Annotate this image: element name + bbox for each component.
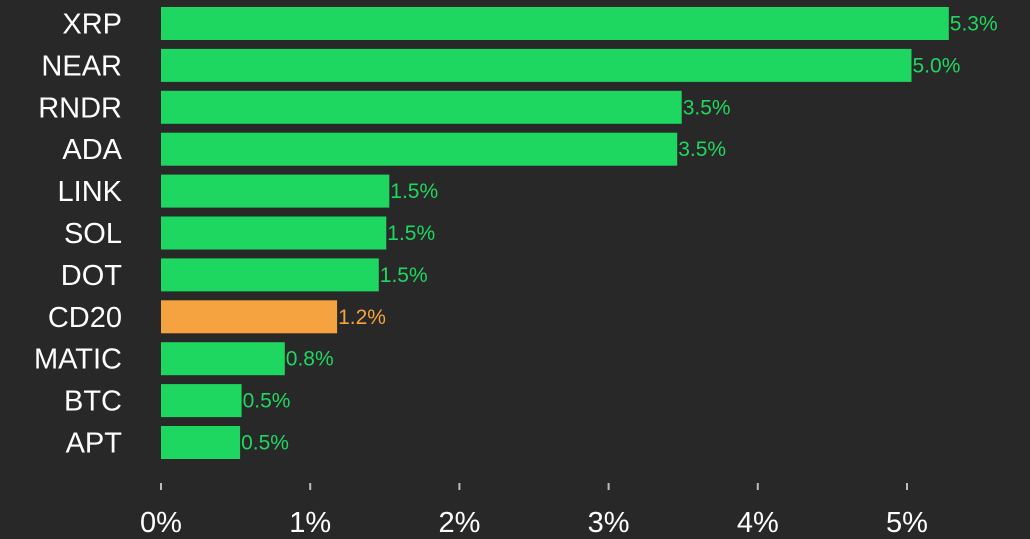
value-label: 0.8% (286, 348, 334, 371)
value-label: 5.3% (950, 13, 998, 36)
x-tick-label: 5% (886, 507, 928, 539)
x-tick-label: 3% (588, 507, 630, 539)
category-label: BTC (64, 386, 122, 418)
value-label: 0.5% (243, 390, 291, 413)
bar (161, 258, 379, 292)
x-tick-label: 4% (737, 507, 779, 539)
value-label: 1.5% (390, 180, 438, 203)
bar (161, 90, 682, 124)
bar (161, 48, 912, 82)
bar (161, 7, 949, 40)
category-label: LINK (58, 176, 123, 208)
value-label: 1.2% (338, 306, 386, 329)
value-label: 5.0% (913, 54, 961, 77)
category-label: RNDR (38, 92, 122, 124)
bar (161, 384, 242, 418)
category-label: CD20 (48, 302, 122, 334)
x-tick-label: 0% (140, 507, 182, 539)
value-label: 1.5% (387, 222, 435, 245)
bar (161, 174, 390, 208)
bar (161, 342, 285, 376)
value-label: 1.5% (380, 264, 428, 287)
category-label: APT (66, 428, 123, 460)
category-label: XRP (62, 9, 122, 41)
bar (161, 426, 241, 459)
bar (161, 132, 678, 166)
bar (161, 216, 387, 250)
value-label: 0.5% (241, 432, 289, 455)
category-label: NEAR (41, 50, 122, 82)
x-tick-label: 2% (438, 507, 480, 539)
category-label: DOT (61, 260, 123, 292)
x-tick-label: 1% (289, 507, 331, 539)
category-label: MATIC (34, 344, 122, 376)
value-label: 3.5% (683, 96, 731, 119)
category-label: SOL (64, 218, 122, 250)
bar (161, 300, 338, 334)
category-label: ADA (62, 134, 122, 166)
value-label: 3.5% (678, 138, 726, 161)
